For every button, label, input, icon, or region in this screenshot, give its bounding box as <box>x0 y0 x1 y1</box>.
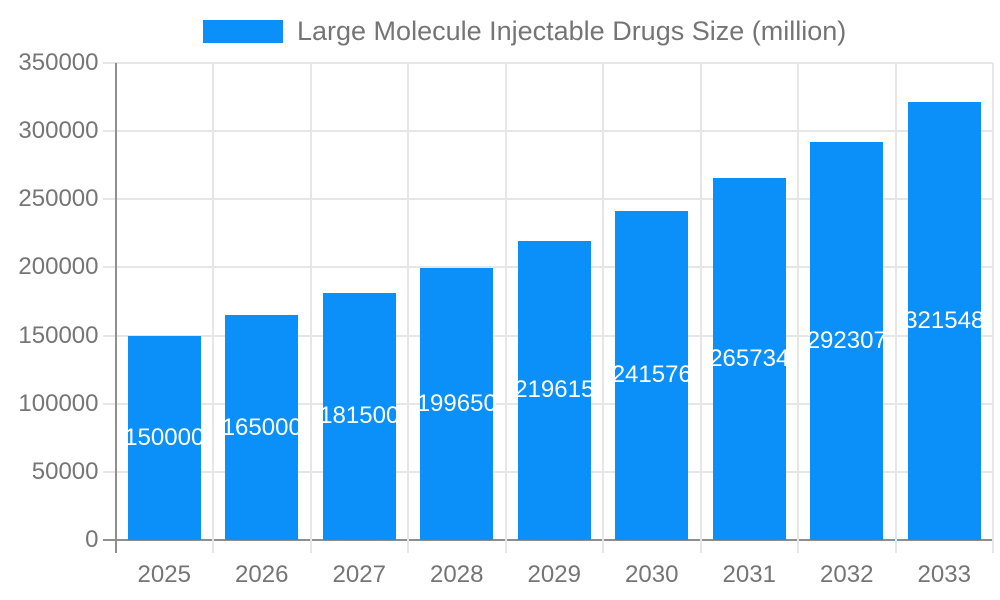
bar-value-label: 150000 <box>124 423 205 451</box>
y-gridline <box>115 198 993 201</box>
x-tick-mark <box>407 540 409 553</box>
y-tick-label: 300000 <box>18 117 99 145</box>
x-tick-label: 2025 <box>137 561 191 588</box>
bar[interactable] <box>712 177 786 540</box>
bar-value-label: 292307 <box>806 326 887 354</box>
x-tick-mark <box>602 540 604 553</box>
bar[interactable] <box>615 210 689 540</box>
y-tick-mark <box>102 470 116 473</box>
bar-value-label: 241576 <box>611 361 692 389</box>
bar-value-label: 219615 <box>514 376 595 404</box>
bar[interactable] <box>127 335 201 540</box>
legend-swatch <box>203 19 283 43</box>
bar-value-label: 265734 <box>709 344 790 372</box>
y-tick-mark <box>102 402 116 405</box>
v-gridline <box>894 63 897 540</box>
v-gridline <box>602 63 604 540</box>
x-tick-label: 2026 <box>235 561 289 588</box>
y-tick-mark <box>102 539 116 541</box>
legend-label: Large Molecule Injectable Drugs Size (mi… <box>297 16 847 46</box>
x-tick-mark <box>894 540 897 553</box>
y-tick-mark <box>102 334 116 337</box>
y-axis-line <box>114 63 117 553</box>
y-tick-label: 50000 <box>31 457 99 485</box>
x-tick-mark <box>992 540 994 553</box>
v-gridline <box>699 63 702 540</box>
v-gridline <box>992 63 994 540</box>
y-tick-label: 100000 <box>18 389 99 417</box>
x-tick-label: 2031 <box>722 561 776 588</box>
x-tick-label: 2032 <box>820 561 874 588</box>
y-tick-mark <box>102 62 116 64</box>
y-tick-mark <box>102 198 116 201</box>
bar-value-label: 181500 <box>319 402 400 430</box>
x-tick-label: 2028 <box>430 561 484 588</box>
x-tick-mark <box>699 540 702 553</box>
y-gridline <box>115 130 993 133</box>
y-gridline <box>115 62 993 64</box>
y-tick-mark <box>102 266 116 269</box>
chart-legend: Large Molecule Injectable Drugs Size (mi… <box>203 14 846 48</box>
v-gridline <box>212 63 214 540</box>
v-gridline <box>504 63 507 540</box>
bar[interactable] <box>810 141 884 540</box>
x-tick-label: 2033 <box>917 561 971 588</box>
bar[interactable] <box>225 315 299 540</box>
y-tick-label: 250000 <box>18 185 99 213</box>
x-axis-baseline <box>115 539 993 541</box>
v-gridline <box>407 63 409 540</box>
y-tick-label: 350000 <box>18 49 99 76</box>
bar[interactable] <box>322 292 396 540</box>
x-tick-mark <box>797 540 799 553</box>
bar-value-label: 199650 <box>416 389 497 417</box>
y-tick-label: 0 <box>85 526 99 553</box>
y-tick-label: 200000 <box>18 253 99 281</box>
x-tick-label: 2027 <box>332 561 386 588</box>
y-tick-mark <box>102 130 116 133</box>
v-gridline <box>797 63 799 540</box>
x-tick-label: 2029 <box>527 561 581 588</box>
x-tick-mark <box>212 540 214 553</box>
bar-value-label: 321548 <box>904 306 985 334</box>
bar[interactable] <box>907 101 981 540</box>
x-tick-label: 2030 <box>625 561 679 588</box>
x-tick-mark <box>309 540 312 553</box>
bar[interactable] <box>517 240 591 540</box>
x-tick-mark <box>504 540 507 553</box>
bar-value-label: 165000 <box>221 413 302 441</box>
y-tick-label: 150000 <box>18 321 99 349</box>
bar[interactable] <box>420 267 494 540</box>
v-gridline <box>309 63 312 540</box>
